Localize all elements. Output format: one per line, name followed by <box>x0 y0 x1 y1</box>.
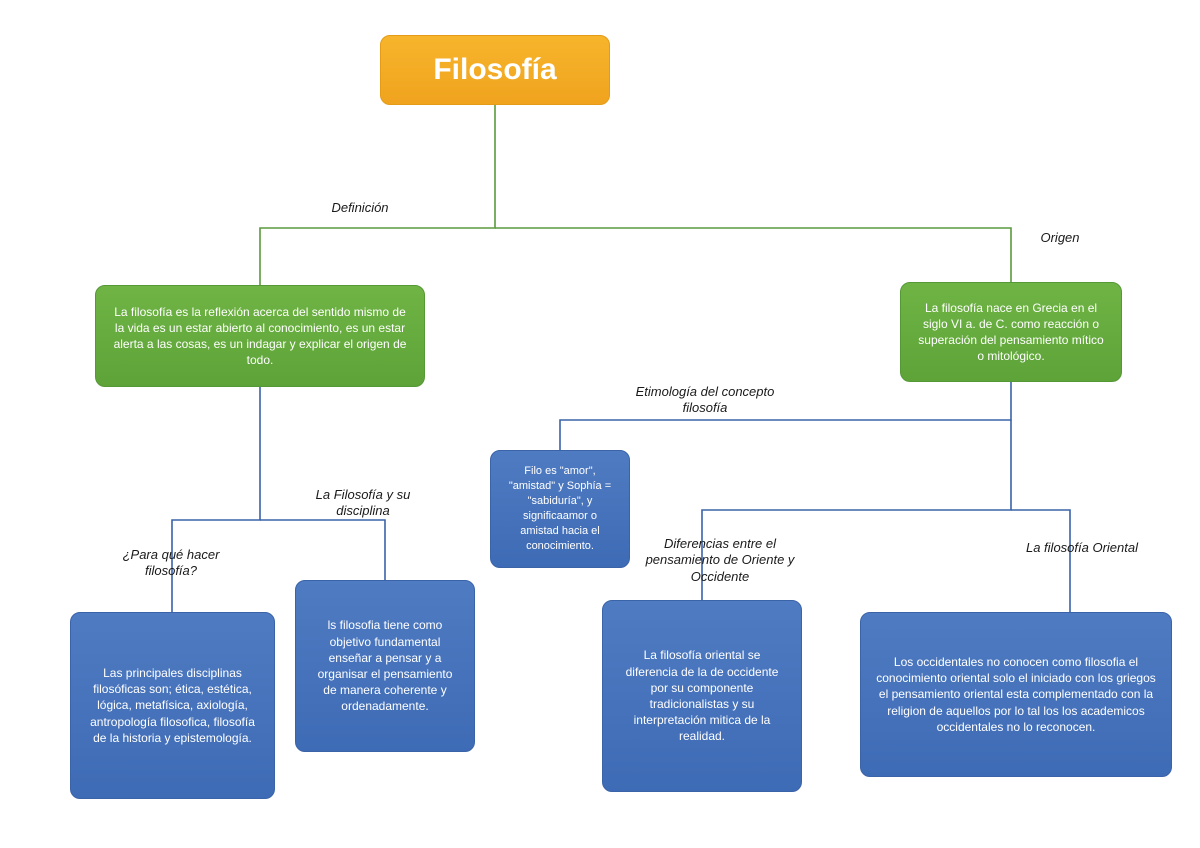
edge-label-etimologia: Etimología del concepto filosofía <box>630 384 780 417</box>
node-oriental-text: Los occidentales no conocen como filosof… <box>875 654 1157 735</box>
edge-label-oriental-text: La filosofía Oriental <box>1026 540 1138 555</box>
edge-label-origen-text: Origen <box>1040 230 1079 245</box>
edge-label-oriental: La filosofía Oriental <box>1012 540 1152 556</box>
edge-label-diferencias-text: Diferencias entre el pensamiento de Orie… <box>646 536 795 584</box>
edge-label-disciplina-text: La Filosofía y su disciplina <box>316 487 411 518</box>
edge-label-para-que: ¿Para qué hacer filosofía? <box>96 547 246 580</box>
node-disciplina-text: ls filosofia tiene como objetivo fundame… <box>310 617 460 714</box>
root-node-text: Filosofía <box>433 53 556 87</box>
node-diferencias-text: La filosofía oriental se diferencia de l… <box>617 647 787 744</box>
edge-label-origen: Origen <box>1020 230 1100 246</box>
node-etimologia: Filo es "amor", "amistad" y Sophía = "sa… <box>490 450 630 568</box>
root-node: Filosofía <box>380 35 610 105</box>
connector-path <box>260 105 495 285</box>
connector-path <box>560 382 1011 450</box>
node-definicion-text: La filosofía es la reflexión acerca del … <box>110 304 410 369</box>
node-origen-text: La filosofía nace en Grecia en el siglo … <box>915 300 1107 365</box>
connector-path <box>260 520 385 580</box>
node-oriental: Los occidentales no conocen como filosof… <box>860 612 1172 777</box>
node-disciplina: ls filosofia tiene como objetivo fundame… <box>295 580 475 752</box>
node-definicion: La filosofía es la reflexión acerca del … <box>95 285 425 387</box>
node-para-que: Las principales disciplinas filosóficas … <box>70 612 275 799</box>
node-etimologia-text: Filo es "amor", "amistad" y Sophía = "sa… <box>505 464 615 553</box>
edge-label-para-que-text: ¿Para qué hacer filosofía? <box>123 547 220 578</box>
node-para-que-text: Las principales disciplinas filosóficas … <box>85 665 260 746</box>
connector-path <box>495 228 1011 282</box>
edge-label-etimologia-text: Etimología del concepto filosofía <box>636 384 775 415</box>
edge-label-definicion-text: Definición <box>331 200 388 215</box>
edge-label-definicion: Definición <box>300 200 420 216</box>
node-origen: La filosofía nace en Grecia en el siglo … <box>900 282 1122 382</box>
edge-label-disciplina: La Filosofía y su disciplina <box>288 487 438 520</box>
node-diferencias: La filosofía oriental se diferencia de l… <box>602 600 802 792</box>
connector-path <box>1011 510 1070 612</box>
edge-label-diferencias: Diferencias entre el pensamiento de Orie… <box>625 536 815 585</box>
